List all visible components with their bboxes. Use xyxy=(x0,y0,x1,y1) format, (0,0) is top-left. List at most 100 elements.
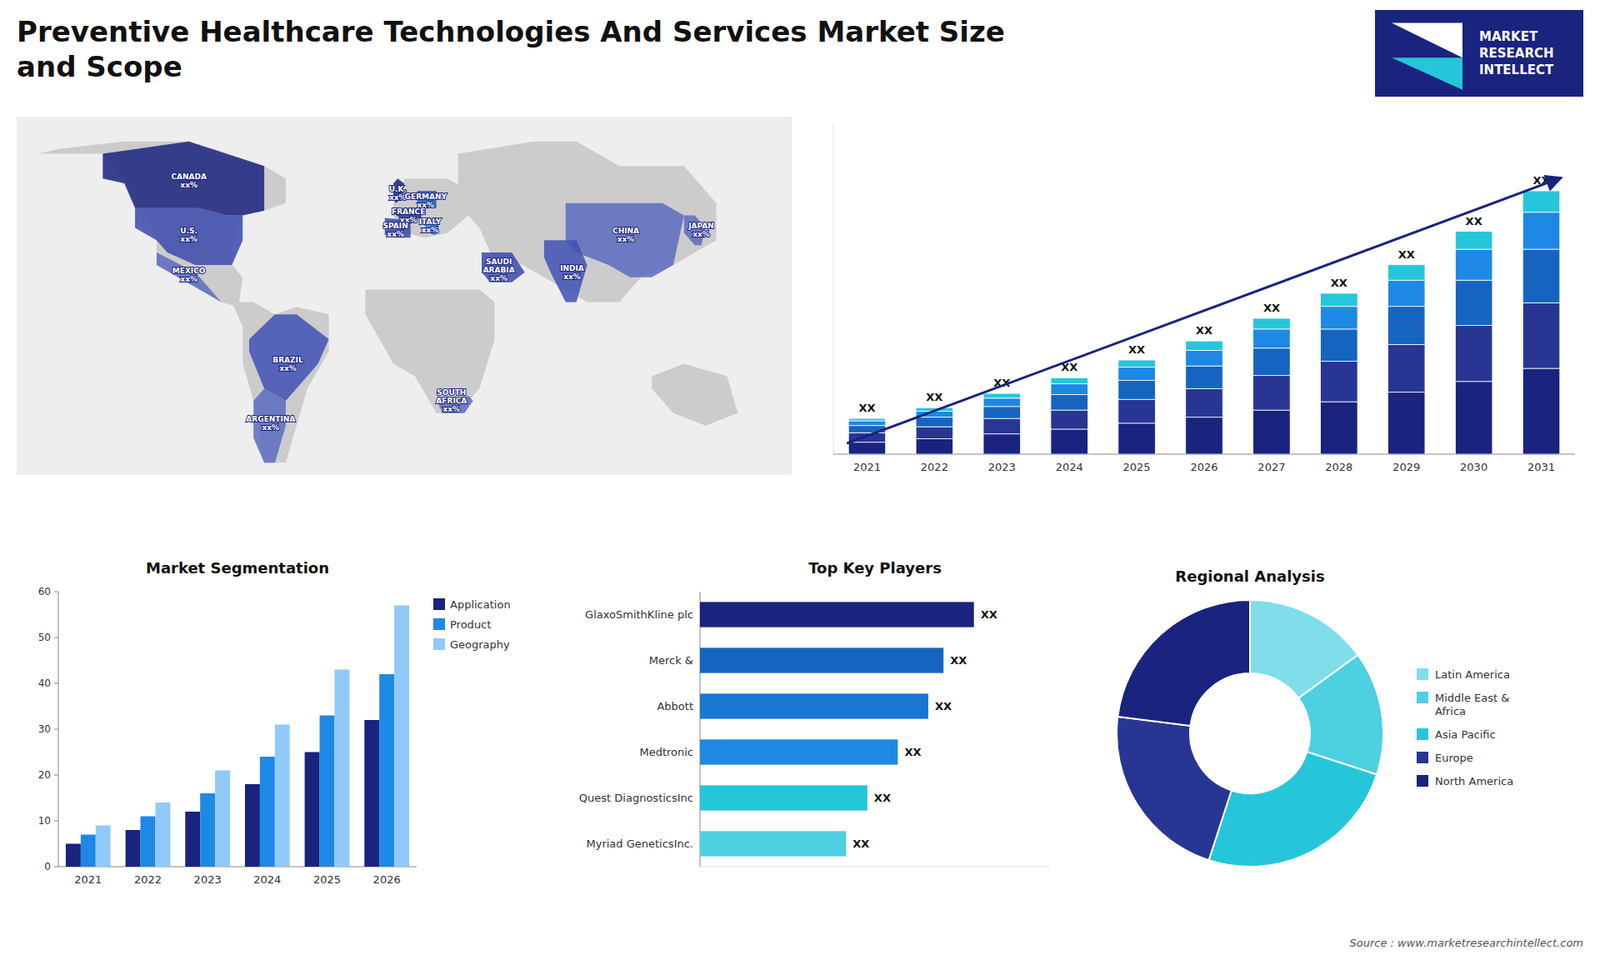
bars xyxy=(700,601,975,856)
y-tick-label: Merck & xyxy=(649,654,694,667)
bar-segment xyxy=(848,418,886,421)
bars xyxy=(65,605,410,868)
logo-text: MARKETRESEARCHINTELLECT xyxy=(1479,29,1555,78)
bar xyxy=(364,720,380,867)
country-value: xx% xyxy=(421,225,440,235)
x-axis xyxy=(700,866,1050,868)
legend-label: Europe xyxy=(1435,751,1474,765)
data-label: XX xyxy=(874,791,891,805)
bar xyxy=(185,811,200,867)
country-labels: U.S.xx%CANADAxx%MEXICOxx%BRAZILxx%ARGENT… xyxy=(170,172,714,432)
continent xyxy=(365,290,495,414)
x-tick-label: 2025 xyxy=(1123,460,1151,474)
bar-segment xyxy=(1253,375,1291,410)
bar-segment xyxy=(1253,329,1291,349)
bar-segment xyxy=(1118,360,1156,368)
slice xyxy=(1116,716,1232,860)
y-tick xyxy=(54,637,59,639)
y-tick-label: 30 xyxy=(38,723,51,735)
y-tick-label: Myriad GeneticsInc. xyxy=(585,837,694,850)
bar xyxy=(700,601,975,627)
bar xyxy=(334,670,350,868)
bar xyxy=(95,825,111,868)
bar xyxy=(700,647,944,673)
bar-segment xyxy=(1185,350,1224,367)
bar-segment xyxy=(1387,344,1425,392)
continent xyxy=(38,141,286,308)
bar-segment xyxy=(1185,417,1224,455)
x-tick-label: 2024 xyxy=(1055,460,1084,474)
legend-swatch xyxy=(1416,775,1429,787)
bar-segment xyxy=(1185,365,1224,389)
background xyxy=(0,0,1600,955)
country-label: SPAIN xyxy=(383,221,409,230)
bar-segment xyxy=(1185,340,1224,350)
y-tick-label: 10 xyxy=(38,815,51,827)
y-tick-label: GlaxoSmithKline plc xyxy=(585,608,694,621)
country-value: xx% xyxy=(617,235,635,244)
country-label: INDIA xyxy=(560,264,585,273)
bar-segment xyxy=(983,418,1021,435)
legend-swatch xyxy=(1416,751,1429,764)
country-shape xyxy=(249,314,330,401)
continent xyxy=(231,301,329,463)
bar xyxy=(700,693,929,719)
legend-swatch xyxy=(1416,728,1429,740)
data-label: XX xyxy=(950,654,967,667)
bar-segment xyxy=(1455,280,1493,325)
bar xyxy=(65,844,81,868)
country-shape xyxy=(481,252,525,283)
bar xyxy=(700,830,846,856)
x-tick-label: 2024 xyxy=(253,873,281,886)
donut-chart: Regional AnalysisLatin AmericaMiddle Eas… xyxy=(1116,567,1514,867)
data-label: XX xyxy=(1330,276,1348,290)
legend-label: North America xyxy=(1435,775,1514,788)
bar-segment xyxy=(848,420,886,426)
bar-segment xyxy=(1050,395,1089,411)
y-tick xyxy=(54,683,59,685)
data-label: XX xyxy=(1465,215,1483,228)
data-label: XX xyxy=(935,700,952,713)
y-tick-label: 50 xyxy=(38,631,51,644)
y-axis xyxy=(833,125,835,455)
x-tick-label: 2025 xyxy=(313,873,341,886)
country-label: GERMANY xyxy=(405,192,448,201)
bar-segment xyxy=(983,398,1021,407)
x-tick-label: 2021 xyxy=(853,460,881,474)
bar-segment xyxy=(1387,280,1425,306)
slice xyxy=(1117,600,1250,726)
bar-segment xyxy=(1455,249,1493,280)
y-tick xyxy=(54,866,59,868)
legend: Latin America Middle East &Africa Asia Pac… xyxy=(1416,668,1514,788)
legend-label: Latin America xyxy=(1435,668,1510,681)
x-tick-label: 2026 xyxy=(1190,460,1218,474)
bar-segment xyxy=(1455,325,1493,382)
chart-title: Top Key Players xyxy=(808,559,942,577)
country-value: xx% xyxy=(417,200,435,210)
bar xyxy=(700,739,898,765)
country-shape xyxy=(102,141,265,216)
legend-label: Product xyxy=(450,618,491,631)
x-tick-label: 2029 xyxy=(1392,460,1420,474)
country-label: CHINA xyxy=(612,226,640,235)
chart-title: Market Segmentation xyxy=(145,559,330,577)
legend-label: Asia Pacific xyxy=(1435,728,1496,741)
x-tick-label: 2027 xyxy=(1257,460,1285,474)
legend-swatch xyxy=(433,598,445,610)
country-label: JAPAN xyxy=(687,221,715,230)
x-tick-label: 2022 xyxy=(134,873,162,886)
bar-segment xyxy=(1387,265,1425,281)
data-label: XX xyxy=(980,608,998,621)
y-tick-label: Medtronic xyxy=(639,745,694,759)
country-label: ARGENTINA xyxy=(245,415,295,424)
country-shape xyxy=(544,240,588,302)
bar-segment xyxy=(983,406,1021,419)
country-label: U.S. xyxy=(180,226,198,235)
country-value: xx% xyxy=(443,405,461,414)
legend-label: Middle East &Africa xyxy=(1435,691,1510,718)
country-value: xx% xyxy=(490,274,508,283)
country-value: xx% xyxy=(692,230,710,239)
hbar-chart: Top Key Players GlaxoSmithKline plc Merck … xyxy=(579,559,1050,867)
bar xyxy=(245,784,260,867)
country-shape xyxy=(135,208,243,265)
